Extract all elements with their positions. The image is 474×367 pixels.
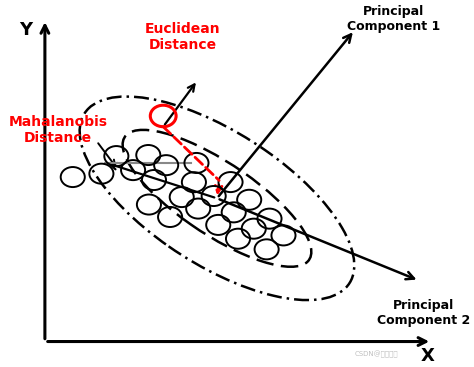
Text: Principal
Component 1: Principal Component 1	[347, 5, 440, 33]
Text: Euclidean
Distance: Euclidean Distance	[145, 22, 220, 52]
Text: CSDN@夸命猪头: CSDN@夸命猪头	[355, 350, 398, 358]
Text: Y: Y	[19, 21, 32, 39]
Text: Mahalanobis
Distance: Mahalanobis Distance	[9, 115, 107, 145]
Text: X: X	[421, 347, 435, 365]
Text: Principal
Component 2: Principal Component 2	[377, 299, 470, 327]
